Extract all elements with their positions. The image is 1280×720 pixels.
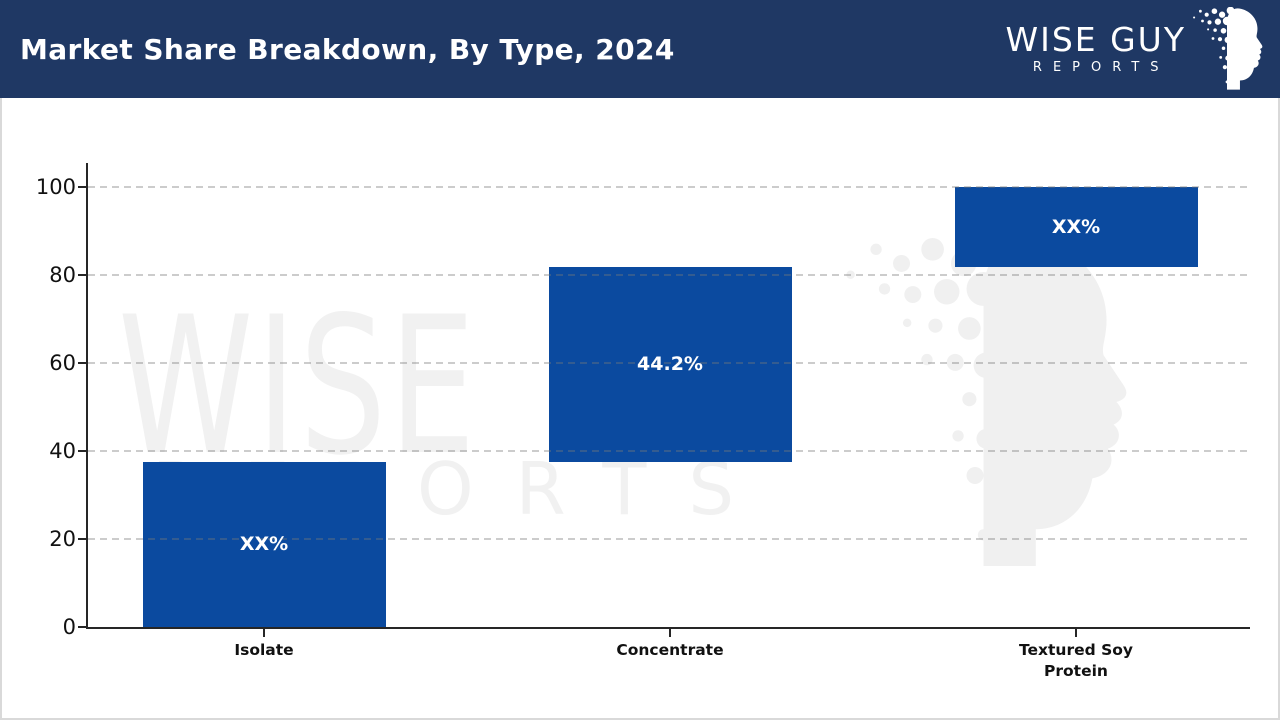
- logo-wordmark: WISE GUY REPORTS: [1005, 23, 1186, 75]
- gridline-40: [88, 450, 1250, 452]
- watermark-head-icon: [846, 232, 1127, 566]
- bar-segment: [548, 267, 792, 462]
- x-axis-tick: [669, 629, 671, 637]
- logo-brand-name: WISE GUY: [1005, 20, 1186, 59]
- brand-logo: WISE GUY REPORTS: [1005, 7, 1266, 91]
- gridline-100: [88, 186, 1250, 188]
- page-border-bottom: [0, 718, 1280, 720]
- page-title: Market Share Breakdown, By Type, 2024: [20, 32, 675, 66]
- y-axis-tick-label: 100: [35, 175, 76, 199]
- gridline-60: [88, 362, 1250, 364]
- x-category-label: Concentrate: [616, 641, 724, 659]
- y-axis-tick: [78, 274, 86, 276]
- bar-value-label: XX%: [1051, 216, 1101, 239]
- watermark-brand-text: WISE: [118, 276, 479, 497]
- x-axis-tick: [263, 629, 265, 637]
- y-axis-tick: [78, 626, 86, 628]
- logo-brand-subtext: REPORTS: [1032, 60, 1170, 75]
- gridline-20: [88, 538, 1250, 540]
- y-axis-line: [86, 163, 88, 629]
- x-axis-tick: [1075, 629, 1077, 637]
- page-border-right: [1278, 98, 1280, 720]
- y-axis-tick-label: 80: [49, 263, 76, 287]
- x-category-label: Isolate: [234, 641, 294, 659]
- y-axis-tick-label: 60: [49, 351, 76, 375]
- y-axis-tick: [78, 538, 86, 540]
- y-axis-tick-label: 0: [62, 615, 76, 639]
- header: Market Share Breakdown, By Type, 2024 WI…: [0, 0, 1280, 98]
- page-border-left: [0, 98, 2, 720]
- y-axis-tick: [78, 450, 86, 452]
- y-axis-tick-label: 40: [49, 439, 76, 463]
- bar-value-label: XX%: [239, 533, 289, 556]
- bar-value-label: 44.2%: [637, 353, 703, 376]
- bar-segment: [954, 187, 1198, 268]
- gridline-80: [88, 274, 1250, 276]
- y-axis-tick: [78, 362, 86, 364]
- y-axis-tick-label: 20: [49, 527, 76, 551]
- wiseguy-head-icon: [1193, 7, 1263, 90]
- x-axis-line: [86, 627, 1250, 629]
- y-axis-tick: [78, 186, 86, 188]
- bar-segment: [142, 461, 386, 627]
- x-category-label: Textured Soy Protein: [1018, 641, 1134, 680]
